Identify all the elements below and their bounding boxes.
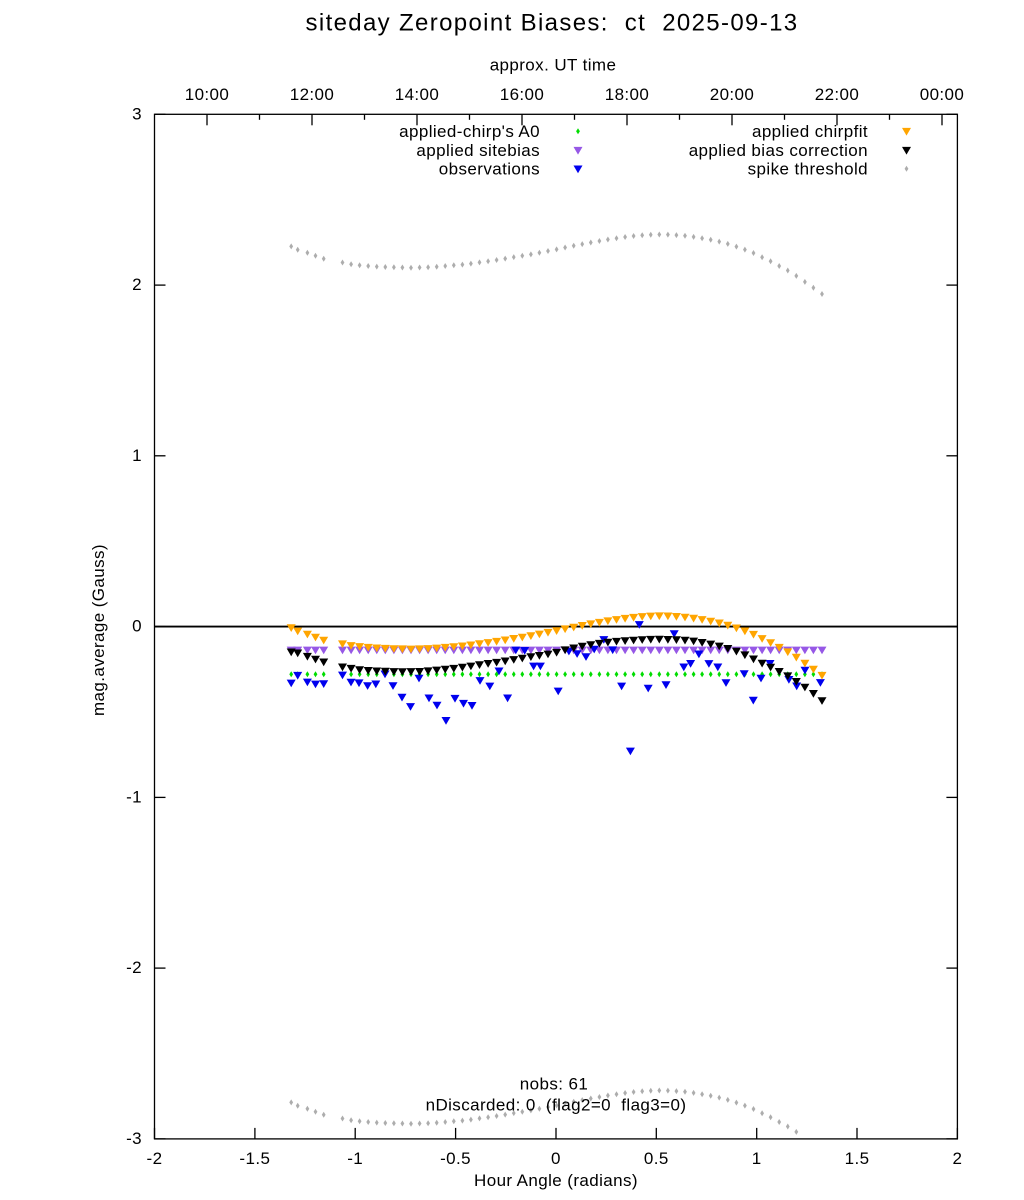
svg-text:applied chirpfit: applied chirpfit [752,122,868,141]
svg-text:20:00: 20:00 [710,85,755,104]
svg-text:10:00: 10:00 [185,85,230,104]
svg-text:1.5: 1.5 [845,1149,870,1168]
svg-text:-1: -1 [126,787,142,806]
svg-text:18:00: 18:00 [605,85,650,104]
svg-text:0: 0 [132,617,142,636]
svg-text:-3: -3 [126,1129,142,1148]
svg-text:16:00: 16:00 [500,85,545,104]
svg-text:14:00: 14:00 [395,85,440,104]
svg-text:0: 0 [551,1149,561,1168]
svg-text:2: 2 [132,275,142,294]
svg-text:-1.5: -1.5 [239,1149,270,1168]
svg-text:-2: -2 [126,958,142,977]
svg-text:1: 1 [752,1149,762,1168]
svg-text:2: 2 [952,1149,962,1168]
svg-text:spike threshold: spike threshold [748,160,868,179]
svg-text:12:00: 12:00 [290,85,335,104]
svg-text:Hour Angle (radians): Hour Angle (radians) [474,1171,638,1190]
svg-text:3: 3 [132,104,142,123]
svg-text:siteday Zeropoint Biases: ct: siteday Zeropoint Biases: ct 2025-09-13 [306,10,799,37]
svg-text:applied-chirp's A0: applied-chirp's A0 [399,122,540,141]
svg-text:22:00: 22:00 [815,85,860,104]
svg-text:-2: -2 [147,1149,163,1168]
svg-text:observations: observations [439,160,540,179]
svg-text:00:00: 00:00 [920,85,965,104]
svg-text:nobs: 61: nobs: 61 [520,1075,588,1094]
svg-text:1: 1 [132,446,142,465]
svg-text:0.5: 0.5 [644,1149,669,1168]
svg-text:mag.average (Gauss): mag.average (Gauss) [89,544,108,716]
svg-text:-0.5: -0.5 [440,1149,471,1168]
svg-text:applied bias correction: applied bias correction [689,141,868,160]
svg-text:applied sitebias: applied sitebias [416,141,540,160]
svg-text:nDiscarded: 0 (flag2=0 flag3: nDiscarded: 0 (flag2=0 flag3=0) [426,1096,687,1115]
svg-text:approx. UT time: approx. UT time [490,56,617,75]
svg-text:-1: -1 [347,1149,363,1168]
